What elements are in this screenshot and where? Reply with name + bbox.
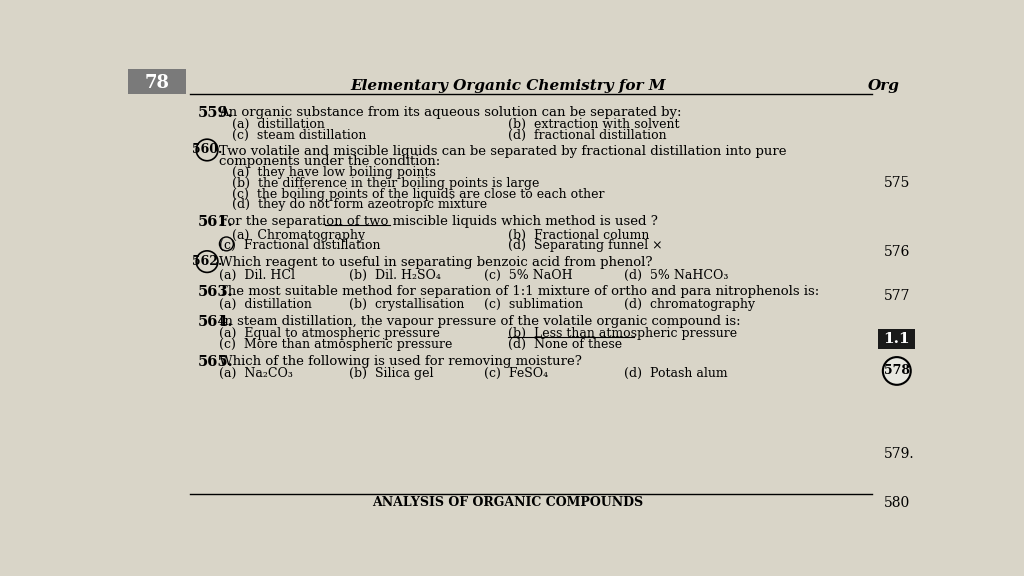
Text: (c)  sublimation: (c) sublimation <box>484 298 584 311</box>
Text: In steam distillation, the vapour pressure of the volatile organic compound is:: In steam distillation, the vapour pressu… <box>219 314 741 328</box>
Text: (d)  they do not form azeotropic mixture: (d) they do not form azeotropic mixture <box>231 199 487 211</box>
Text: 562.: 562. <box>191 255 222 268</box>
Text: (a)  Chromatography: (a) Chromatography <box>231 229 365 241</box>
Text: 1.1: 1.1 <box>884 332 910 346</box>
Text: (a)  Dil. HCl: (a) Dil. HCl <box>219 268 296 282</box>
Text: (b)  crystallisation: (b) crystallisation <box>349 298 464 311</box>
Text: ANALYSIS OF ORGANIC COMPOUNDS: ANALYSIS OF ORGANIC COMPOUNDS <box>372 496 643 509</box>
Text: Two volatile and miscible liquids can be separated by fractional distillation in: Two volatile and miscible liquids can be… <box>219 145 787 158</box>
Text: (b)  Silica gel: (b) Silica gel <box>349 367 433 380</box>
Text: 565.: 565. <box>198 355 233 369</box>
Text: (b)  Dil. H₂SO₄: (b) Dil. H₂SO₄ <box>349 268 440 282</box>
Text: (d)  chromatography: (d) chromatography <box>624 298 755 311</box>
Text: (a)  distillation: (a) distillation <box>219 298 312 311</box>
Text: (a)  they have low boiling points: (a) they have low boiling points <box>231 166 436 179</box>
Text: (c)  steam distillation: (c) steam distillation <box>231 129 367 142</box>
Text: (c)  the boiling points of the liquids are close to each other: (c) the boiling points of the liquids ar… <box>231 188 604 200</box>
Text: (c)  More than atmospheric pressure: (c) More than atmospheric pressure <box>219 338 453 351</box>
Text: 577: 577 <box>884 289 910 304</box>
Text: An organic substance from its aqueous solution can be separated by:: An organic substance from its aqueous so… <box>219 106 682 119</box>
FancyBboxPatch shape <box>128 69 186 94</box>
Text: (b)  extraction with solvent: (b) extraction with solvent <box>508 119 679 131</box>
Text: (c)  FeSO₄: (c) FeSO₄ <box>484 367 549 380</box>
Text: Which reagent to useful in separating benzoic acid from phenol?: Which reagent to useful in separating be… <box>219 256 653 269</box>
Text: 575: 575 <box>884 176 910 190</box>
Text: 580: 580 <box>884 495 910 510</box>
Text: (b)  Fractional column: (b) Fractional column <box>508 229 649 241</box>
Text: 576: 576 <box>884 245 910 259</box>
Text: (a)  distillation: (a) distillation <box>231 119 325 131</box>
Text: 563.: 563. <box>198 286 233 300</box>
Circle shape <box>883 357 910 385</box>
FancyBboxPatch shape <box>879 329 915 350</box>
Text: 579.: 579. <box>884 447 914 461</box>
Text: (d)  None of these: (d) None of these <box>508 338 622 351</box>
Text: (a)  Na₂CO₃: (a) Na₂CO₃ <box>219 367 293 380</box>
Text: 578: 578 <box>884 365 909 377</box>
Text: 560.: 560. <box>191 143 222 157</box>
Text: (d)  fractional distillation: (d) fractional distillation <box>508 129 667 142</box>
Text: 564.: 564. <box>198 314 233 329</box>
Text: Elementary Organic Chemistry for M: Elementary Organic Chemistry for M <box>350 79 666 93</box>
Text: 559.: 559. <box>198 106 233 120</box>
Text: (a)  Equal to atmospheric pressure: (a) Equal to atmospheric pressure <box>219 327 440 340</box>
Text: 78: 78 <box>144 74 169 92</box>
Text: (b)  Less than atmospheric pressure: (b) Less than atmospheric pressure <box>508 327 737 340</box>
Text: (d)  5% NaHCO₃: (d) 5% NaHCO₃ <box>624 268 728 282</box>
Text: components under the condition:: components under the condition: <box>219 156 440 168</box>
Text: The most suitable method for separation of 1:1 mixture of ortho and para nitroph: The most suitable method for separation … <box>219 286 819 298</box>
Text: (c)  5% NaOH: (c) 5% NaOH <box>484 268 573 282</box>
Text: For the separation of two miscible liquids which method is used ?: For the separation of two miscible liqui… <box>219 215 658 229</box>
Text: (b)  the difference in their boiling points is large: (b) the difference in their boiling poin… <box>231 177 540 190</box>
Text: Org: Org <box>867 79 899 93</box>
Text: Which of the following is used for removing moisture?: Which of the following is used for remov… <box>219 355 583 368</box>
Text: (d)  Potash alum: (d) Potash alum <box>624 367 728 380</box>
Text: (c)  Fractional distillation: (c) Fractional distillation <box>219 239 381 252</box>
Text: 561.: 561. <box>198 215 233 229</box>
Text: (d)  Separating funnel ×: (d) Separating funnel × <box>508 239 663 252</box>
